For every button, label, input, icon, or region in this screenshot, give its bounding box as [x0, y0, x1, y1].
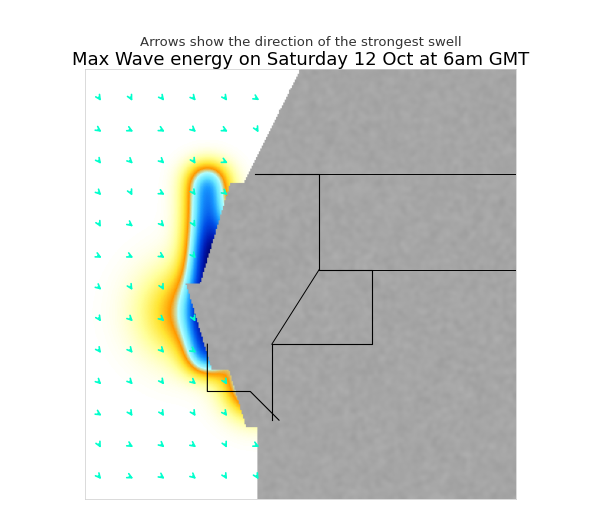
Text: Arrows show the direction of the strongest swell: Arrows show the direction of the stronge…	[139, 36, 462, 49]
Title: Max Wave energy on Saturday 12 Oct at 6am GMT: Max Wave energy on Saturday 12 Oct at 6a…	[72, 51, 529, 69]
